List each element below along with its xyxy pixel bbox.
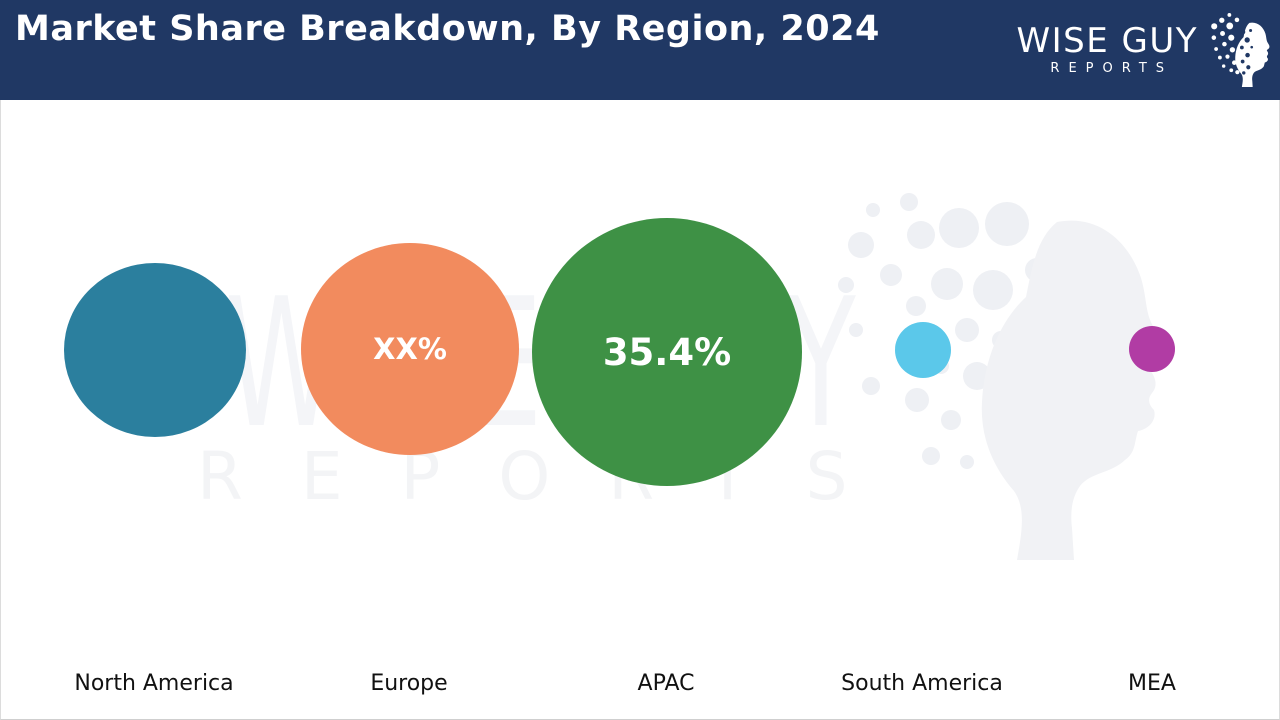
category-label-apac: APAC [637,671,695,696]
bubble-value-label: XX% [373,332,447,366]
chart-area: WISE GUY REPORTS XX% 35.4% [0,100,1280,720]
category-label-mea: MEA [1128,671,1176,696]
watermark-reports-text: REPORTS [197,438,906,515]
category-label-south-america: South America [841,671,1003,696]
category-label-europe: Europe [370,671,448,696]
page-title: Market Share Breakdown, By Region, 2024 [15,9,880,49]
bubble-south-america [895,322,951,378]
brand-logo: WISE GUY REPORTS [1016,5,1272,95]
bubble-value-label: 35.4% [602,330,732,374]
logo-wordmark: WISE GUY REPORTS [1016,21,1198,76]
logo-wordmark-line1: WISE GUY [1016,21,1198,62]
header-bar: Market Share Breakdown, By Region, 2024 … [0,0,1280,100]
logo-wordmark-line2: REPORTS [1050,60,1174,76]
bubble-north-america [64,263,246,437]
bubble-apac: 35.4% [532,218,802,486]
bubble-europe: XX% [301,243,519,455]
category-label-north-america: North America [74,671,234,696]
bubble-mea [1129,326,1175,372]
head-profile-dots-icon [1211,13,1270,87]
watermark-head-icon [838,193,1163,560]
